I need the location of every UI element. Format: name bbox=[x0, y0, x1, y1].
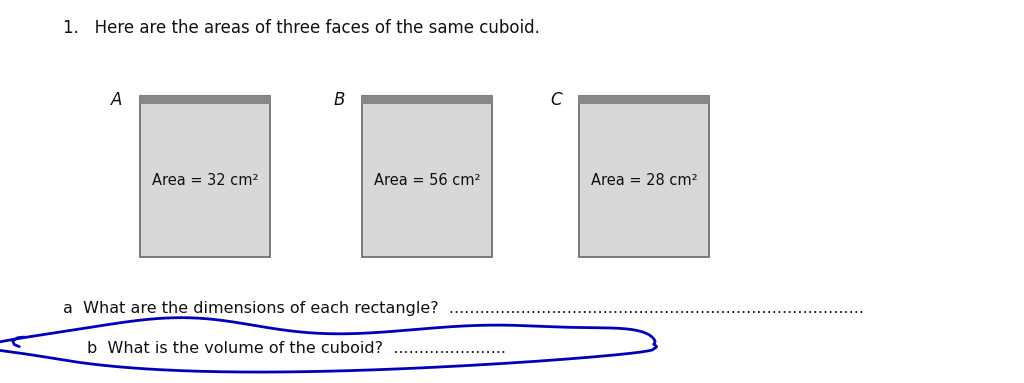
Text: 1.   Here are the areas of three faces of the same cuboid.: 1. Here are the areas of three faces of … bbox=[62, 19, 540, 37]
Text: Area = 28 cm²: Area = 28 cm² bbox=[591, 173, 697, 188]
Text: Area = 32 cm²: Area = 32 cm² bbox=[152, 173, 258, 188]
Text: B: B bbox=[333, 91, 344, 109]
Bar bbox=[361, 96, 493, 257]
Text: A: A bbox=[112, 91, 123, 109]
Bar bbox=[361, 96, 493, 104]
Bar bbox=[579, 96, 710, 104]
Text: C: C bbox=[550, 91, 561, 109]
Text: b  What is the volume of the cuboid?  ......................: b What is the volume of the cuboid? ....… bbox=[87, 341, 506, 356]
Bar bbox=[579, 96, 710, 257]
Bar bbox=[140, 96, 270, 257]
Bar bbox=[140, 96, 270, 104]
Text: Area = 56 cm²: Area = 56 cm² bbox=[374, 173, 480, 188]
Text: a  What are the dimensions of each rectangle?  .................................: a What are the dimensions of each rectan… bbox=[62, 301, 863, 316]
